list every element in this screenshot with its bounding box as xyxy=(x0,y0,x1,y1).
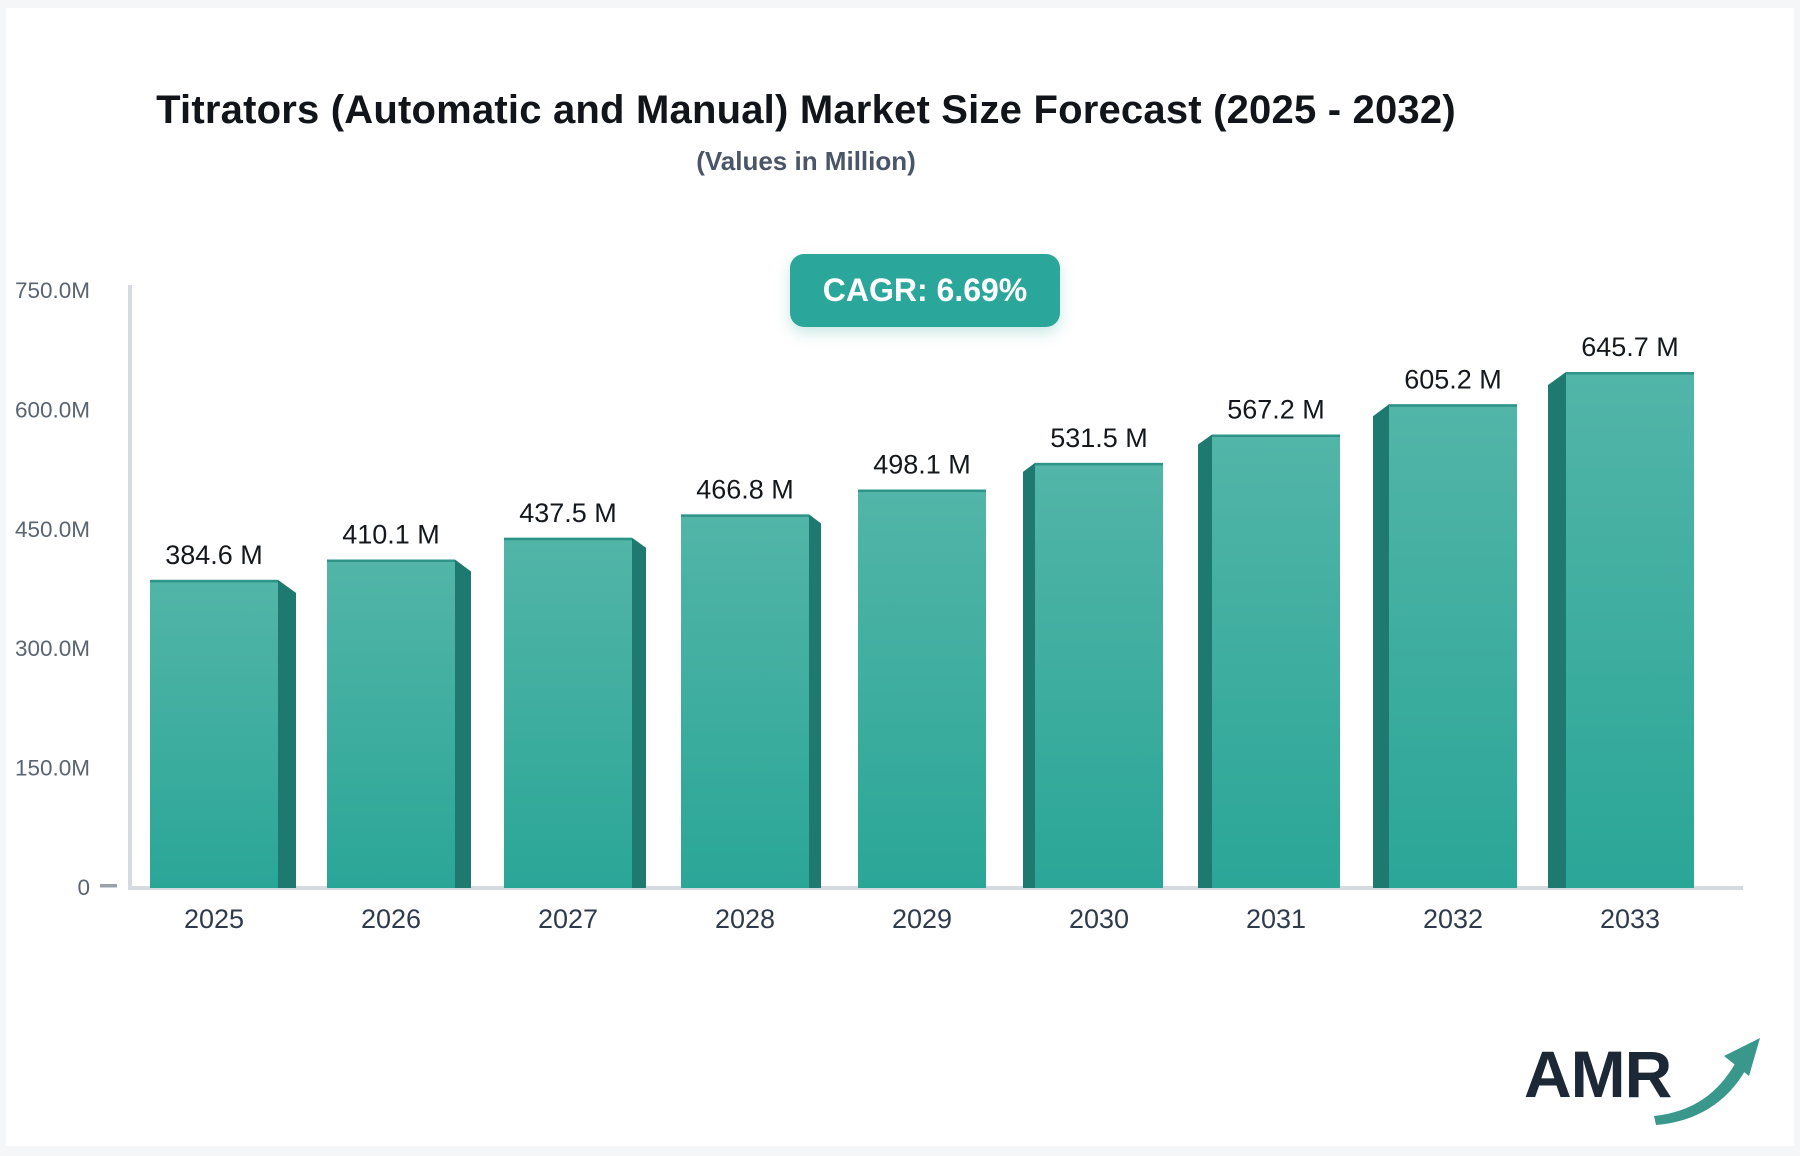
chart-title: Titrators (Automatic and Manual) Market … xyxy=(156,88,1456,132)
bar-side-face xyxy=(809,514,821,888)
x-tick-label: 2033 xyxy=(1600,904,1660,934)
labels: 0 150.0M 300.0M 450.0M 600.0M 750.0M 384.6 M 20… xyxy=(15,278,1679,934)
y-axis-line xyxy=(128,285,132,890)
y-tick-label: 300.0M xyxy=(15,636,90,661)
growth-arrow-icon xyxy=(1654,1038,1760,1125)
x-tick-label: 2030 xyxy=(1069,904,1129,934)
bar xyxy=(150,579,278,888)
x-tick-label: 2031 xyxy=(1246,904,1306,934)
y-tick-label: 600.0M xyxy=(15,397,90,422)
bar-value-label: 531.5 M xyxy=(1050,423,1148,453)
bar-side-face xyxy=(1023,462,1035,888)
bar-side-face xyxy=(1548,372,1566,888)
bar xyxy=(504,537,632,888)
bar-side-face xyxy=(278,579,296,888)
amr-logo: AMR xyxy=(1524,1022,1760,1125)
bar-value-label: 437.5 M xyxy=(519,498,617,528)
y-tick-label: 0 xyxy=(77,875,90,900)
bar xyxy=(1035,462,1163,888)
chart-subtitle: (Values in Million) xyxy=(696,146,916,176)
bar-value-label: 567.2 M xyxy=(1227,395,1325,425)
bar xyxy=(1212,434,1340,888)
y-tick-label: 450.0M xyxy=(15,517,90,542)
x-tick-label: 2027 xyxy=(538,904,598,934)
y-tick-label: 750.0M xyxy=(15,278,90,303)
x-tick-label: 2026 xyxy=(361,904,421,934)
bars xyxy=(150,372,1694,888)
bar-value-label: 466.8 M xyxy=(696,474,794,504)
x-tick-label: 2032 xyxy=(1423,904,1483,934)
cagr-badge-label: CAGR: 6.69% xyxy=(822,272,1028,308)
amr-logo-text: AMR xyxy=(1524,1037,1672,1111)
bar xyxy=(858,489,986,888)
bar-value-label: 410.1 M xyxy=(342,520,440,550)
x-tick-label: 2029 xyxy=(892,904,952,934)
bar-side-face xyxy=(632,537,646,888)
bar-value-label: 605.2 M xyxy=(1404,364,1502,394)
x-tick-label: 2025 xyxy=(184,904,244,934)
bar-side-face xyxy=(1198,434,1212,888)
x-tick-label: 2028 xyxy=(715,904,775,934)
bar-value-label: 498.1 M xyxy=(873,450,971,480)
bar-side-face xyxy=(455,559,471,888)
bar-side-face xyxy=(1373,404,1389,888)
y-tick-label: 150.0M xyxy=(15,756,90,781)
bar-value-label: 645.7 M xyxy=(1581,332,1679,362)
bar xyxy=(1566,372,1694,888)
zero-tick xyxy=(100,884,117,888)
cagr-badge: CAGR: 6.69% xyxy=(790,254,1060,327)
bar-value-label: 384.6 M xyxy=(165,540,263,570)
bar xyxy=(1389,404,1517,888)
bar xyxy=(681,514,809,888)
bar xyxy=(327,559,455,888)
